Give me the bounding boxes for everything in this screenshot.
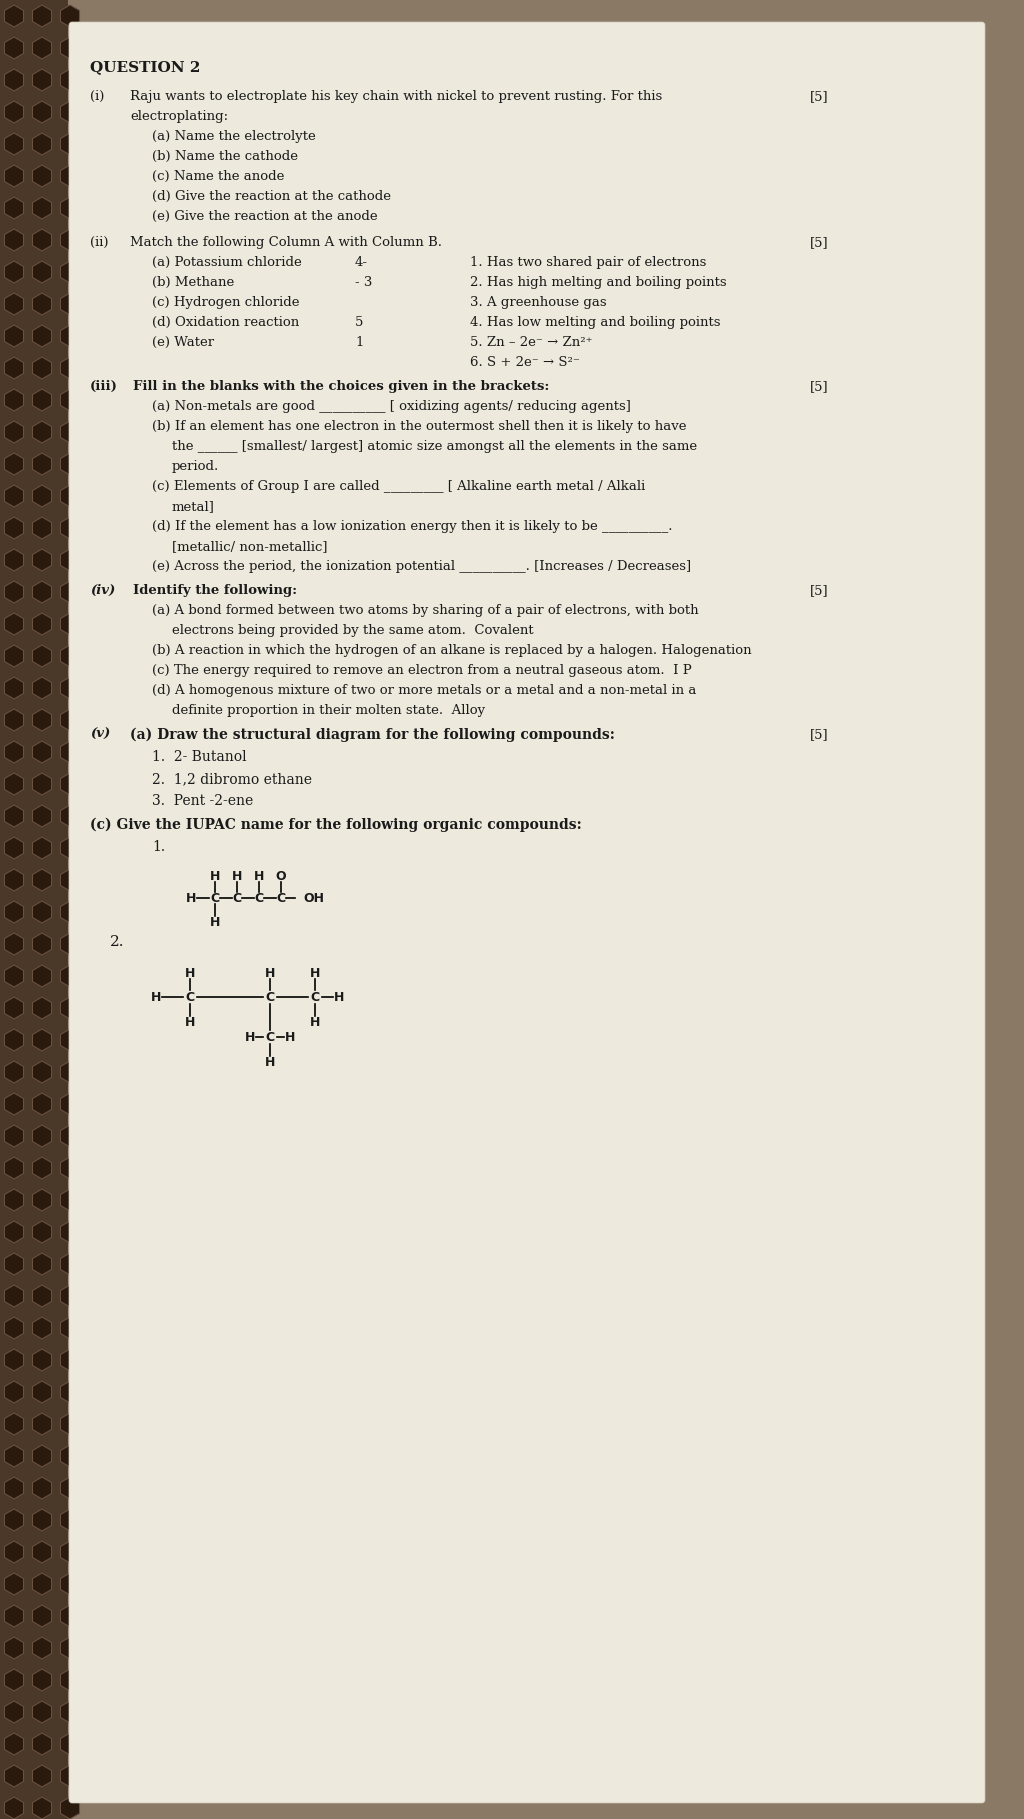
Text: (b) If an element has one electron in the outermost shell then it is likely to h: (b) If an element has one electron in th… <box>152 420 686 433</box>
Text: H: H <box>310 1015 321 1028</box>
Text: 5. Zn – 2e⁻ → Zn²⁺: 5. Zn – 2e⁻ → Zn²⁺ <box>470 337 593 349</box>
Text: 4. Has low melting and boiling points: 4. Has low melting and boiling points <box>470 317 721 329</box>
Text: H: H <box>151 991 161 1004</box>
Text: (e) Give the reaction at the anode: (e) Give the reaction at the anode <box>152 209 378 224</box>
Text: [metallic/ non-metallic]: [metallic/ non-metallic] <box>172 540 328 553</box>
Text: C: C <box>310 991 319 1004</box>
Text: H: H <box>210 869 220 882</box>
Text: period.: period. <box>172 460 219 473</box>
Text: 1.  2- Butanol: 1. 2- Butanol <box>152 749 247 764</box>
Text: H: H <box>254 869 264 882</box>
Text: Fill in the blanks with the choices given in the brackets:: Fill in the blanks with the choices give… <box>133 380 549 393</box>
Text: - 3: - 3 <box>355 276 373 289</box>
Text: C: C <box>254 891 263 904</box>
Text: 3.  Pent -2-ene: 3. Pent -2-ene <box>152 795 253 808</box>
Text: [5]: [5] <box>810 584 828 597</box>
Text: electrons being provided by the same atom.  Covalent: electrons being provided by the same ato… <box>172 624 534 637</box>
Text: [5]: [5] <box>810 89 828 104</box>
Text: (c) Hydrogen chloride: (c) Hydrogen chloride <box>152 296 299 309</box>
Text: [5]: [5] <box>810 380 828 393</box>
Text: (e) Water: (e) Water <box>152 337 214 349</box>
Text: (d) Give the reaction at the cathode: (d) Give the reaction at the cathode <box>152 189 391 204</box>
Text: electroplating:: electroplating: <box>130 109 228 124</box>
Text: OH: OH <box>303 891 324 904</box>
FancyBboxPatch shape <box>69 22 985 1803</box>
Text: (d) Oxidation reaction: (d) Oxidation reaction <box>152 317 299 329</box>
Text: 5: 5 <box>355 317 364 329</box>
Text: C: C <box>232 891 242 904</box>
Text: (d) A homogenous mixture of two or more metals or a metal and a non-metal in a: (d) A homogenous mixture of two or more … <box>152 684 696 697</box>
Text: H: H <box>265 966 275 979</box>
Text: H: H <box>184 1015 196 1028</box>
Text: Raju wants to electroplate his key chain with nickel to prevent rusting. For thi: Raju wants to electroplate his key chain… <box>130 89 663 104</box>
Text: (ii): (ii) <box>90 236 109 249</box>
Text: (e) Across the period, the ionization potential __________. [Increases / Decreas: (e) Across the period, the ionization po… <box>152 560 691 573</box>
Text: [5]: [5] <box>810 728 828 740</box>
Bar <box>0 0 68 1819</box>
Text: (b) Methane: (b) Methane <box>152 276 234 289</box>
Text: C: C <box>276 891 286 904</box>
Text: (a) A bond formed between two atoms by sharing of a pair of electrons, with both: (a) A bond formed between two atoms by s… <box>152 604 698 617</box>
Text: H: H <box>184 966 196 979</box>
Text: definite proportion in their molten state.  Alloy: definite proportion in their molten stat… <box>172 704 485 717</box>
Text: 2.: 2. <box>110 935 125 950</box>
Text: the ______ [smallest/ largest] atomic size amongst all the elements in the same: the ______ [smallest/ largest] atomic si… <box>172 440 697 453</box>
Text: H: H <box>334 991 344 1004</box>
Text: (iii): (iii) <box>90 380 118 393</box>
Text: H: H <box>265 1055 275 1068</box>
Text: H: H <box>310 966 321 979</box>
Bar <box>0 0 1024 200</box>
Text: (c) Give the IUPAC name for the following organic compounds:: (c) Give the IUPAC name for the followin… <box>90 819 582 833</box>
Text: metal]: metal] <box>172 500 215 513</box>
Text: 4-: 4- <box>355 256 368 269</box>
Text: Match the following Column A with Column B.: Match the following Column A with Column… <box>130 236 442 249</box>
Text: [5]: [5] <box>810 236 828 249</box>
Text: (a) Draw the structural diagram for the following compounds:: (a) Draw the structural diagram for the … <box>130 728 614 742</box>
Text: 2.  1,2 dibromo ethane: 2. 1,2 dibromo ethane <box>152 771 312 786</box>
Text: 2. Has high melting and boiling points: 2. Has high melting and boiling points <box>470 276 727 289</box>
Text: C: C <box>265 991 274 1004</box>
Text: H: H <box>185 891 197 904</box>
Text: QUESTION 2: QUESTION 2 <box>90 60 201 75</box>
Text: Identify the following:: Identify the following: <box>133 584 297 597</box>
Text: (i): (i) <box>90 89 104 104</box>
Text: (c) The energy required to remove an electron from a neutral gaseous atom.  I P: (c) The energy required to remove an ele… <box>152 664 692 677</box>
Text: (d) If the element has a low ionization energy then it is likely to be _________: (d) If the element has a low ionization … <box>152 520 673 533</box>
Text: 3. A greenhouse gas: 3. A greenhouse gas <box>470 296 606 309</box>
Text: 6. S + 2e⁻ → S²⁻: 6. S + 2e⁻ → S²⁻ <box>470 357 580 369</box>
Text: (a) Non-metals are good __________ [ oxidizing agents/ reducing agents]: (a) Non-metals are good __________ [ oxi… <box>152 400 631 413</box>
Text: (a) Name the electrolyte: (a) Name the electrolyte <box>152 129 315 144</box>
Text: (c) Elements of Group I are called _________ [ Alkaline earth metal / Alkali: (c) Elements of Group I are called _____… <box>152 480 645 493</box>
Text: (c) Name the anode: (c) Name the anode <box>152 169 285 184</box>
Text: H: H <box>245 1031 255 1044</box>
Text: C: C <box>265 1031 274 1044</box>
Text: C: C <box>185 991 195 1004</box>
Text: H: H <box>210 915 220 928</box>
Text: 1. Has two shared pair of electrons: 1. Has two shared pair of electrons <box>470 256 707 269</box>
Text: C: C <box>211 891 219 904</box>
Text: (iv): (iv) <box>90 584 116 597</box>
Text: H: H <box>231 869 243 882</box>
Text: (b) Name the cathode: (b) Name the cathode <box>152 149 298 164</box>
Text: (v): (v) <box>90 728 111 740</box>
Text: 1: 1 <box>355 337 364 349</box>
Text: (a) Potassium chloride: (a) Potassium chloride <box>152 256 302 269</box>
Text: (b) A reaction in which the hydrogen of an alkane is replaced by a halogen. Halo: (b) A reaction in which the hydrogen of … <box>152 644 752 657</box>
Text: H: H <box>285 1031 295 1044</box>
Text: 1.: 1. <box>152 840 165 853</box>
Text: O: O <box>275 869 287 882</box>
